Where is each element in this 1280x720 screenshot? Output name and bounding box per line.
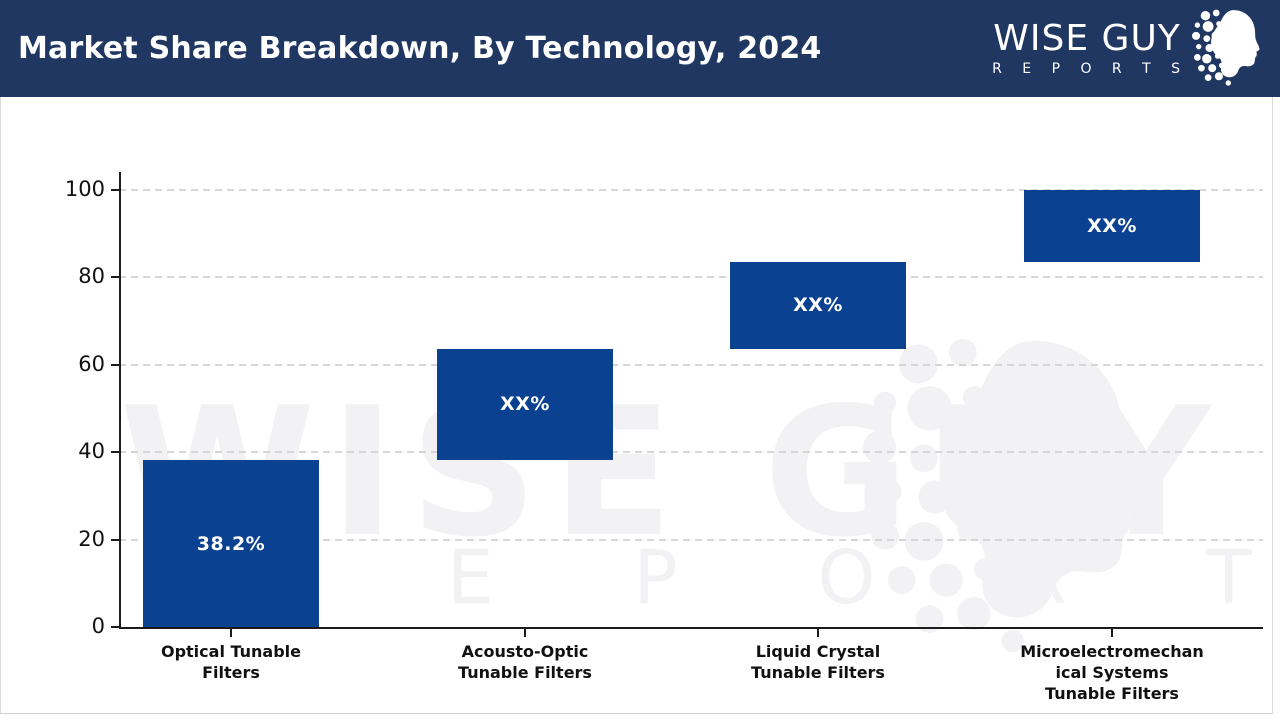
bar-value-label: XX% <box>793 294 843 317</box>
y-axis-line <box>119 172 121 629</box>
gridline-40 <box>119 451 1263 454</box>
logo-text: WISE GUY R E P O R T S <box>986 18 1188 78</box>
title-bar: Market Share Breakdown, By Technology, 2… <box>0 0 1280 97</box>
x-category-label-acousto-optic-tunable-filters: Acousto-Optic Tunable Filters <box>395 641 655 683</box>
bar-value-label: XX% <box>1087 215 1137 238</box>
logo-subtitle: R E P O R T S <box>992 61 1188 77</box>
category-label-line: Filters <box>202 663 260 682</box>
chart-plot-area: 0 20 40 60 80 100 38.2% Optical Tunable Filters X… <box>1 97 1274 714</box>
gridline-100 <box>119 189 1263 191</box>
logo-wordmark: WISE GUY <box>993 18 1181 59</box>
x-axis-line <box>119 627 1263 629</box>
bar-microelectromechanical-systems-tunable-filters: XX% <box>1024 190 1200 263</box>
y-tick-0 <box>111 626 119 628</box>
y-tick-40 <box>111 451 119 454</box>
x-category-label-liquid-crystal-tunable-filters: Liquid Crystal Tunable Filters <box>688 641 948 683</box>
x-tick-optical-tunable-filters <box>230 629 232 637</box>
gridline-80 <box>119 276 1263 279</box>
category-label-line: Optical Tunable <box>160 642 302 661</box>
wise-guy-reports-logo: WISE GUY R E P O R T S <box>986 6 1266 90</box>
chart-card: WISE GUY R E P O R T S 02040608010038.2%… <box>0 97 1280 714</box>
bar-liquid-crystal-tunable-filters: XX% <box>730 262 906 349</box>
category-label-line: Tunable Filters <box>458 663 592 682</box>
gridline-20 <box>119 538 1263 541</box>
x-tick-acousto-optic-tunable-filters <box>524 629 526 637</box>
category-label-line: Tunable Filters <box>1045 684 1179 703</box>
y-tick-60 <box>111 363 119 366</box>
bar-acousto-optic-tunable-filters: XX% <box>437 348 613 461</box>
x-tick-microelectromechanical-systems-tunable-filters <box>1111 629 1113 637</box>
y-tick-label-80: 80 <box>78 264 105 289</box>
category-label-line: Liquid Crystal <box>755 642 881 661</box>
category-label-line: Microelectromechan <box>1020 642 1204 661</box>
y-tick-label-100: 100 <box>64 177 105 201</box>
y-tick-label-0: 0 <box>91 614 105 638</box>
chart-title: Market Share Breakdown, By Technology, 2… <box>18 31 822 66</box>
y-tick-80 <box>111 276 119 279</box>
y-tick-label-40: 40 <box>78 439 105 464</box>
bar-optical-tunable-filters: 38.2% <box>143 460 319 627</box>
y-tick-label-60: 60 <box>78 351 105 376</box>
x-tick-liquid-crystal-tunable-filters <box>817 629 819 637</box>
bar-value-label: 38.2% <box>196 532 266 555</box>
y-tick-20 <box>111 538 119 541</box>
category-label-line: Tunable Filters <box>751 663 885 682</box>
logo-head-icon <box>1192 6 1266 90</box>
x-category-label-optical-tunable-filters: Optical Tunable Filters <box>101 641 361 683</box>
category-label-line: Acousto-Optic <box>461 642 589 661</box>
y-tick-100 <box>111 189 119 191</box>
y-tick-label-20: 20 <box>78 526 105 551</box>
bar-value-label: XX% <box>500 393 550 416</box>
x-category-label-microelectromechanical-systems-tunable-filters: Microelectromechan ical Systems Tunable Fi… <box>982 641 1242 704</box>
category-label-line: ical Systems <box>1055 663 1169 682</box>
gridline-60 <box>119 363 1263 366</box>
